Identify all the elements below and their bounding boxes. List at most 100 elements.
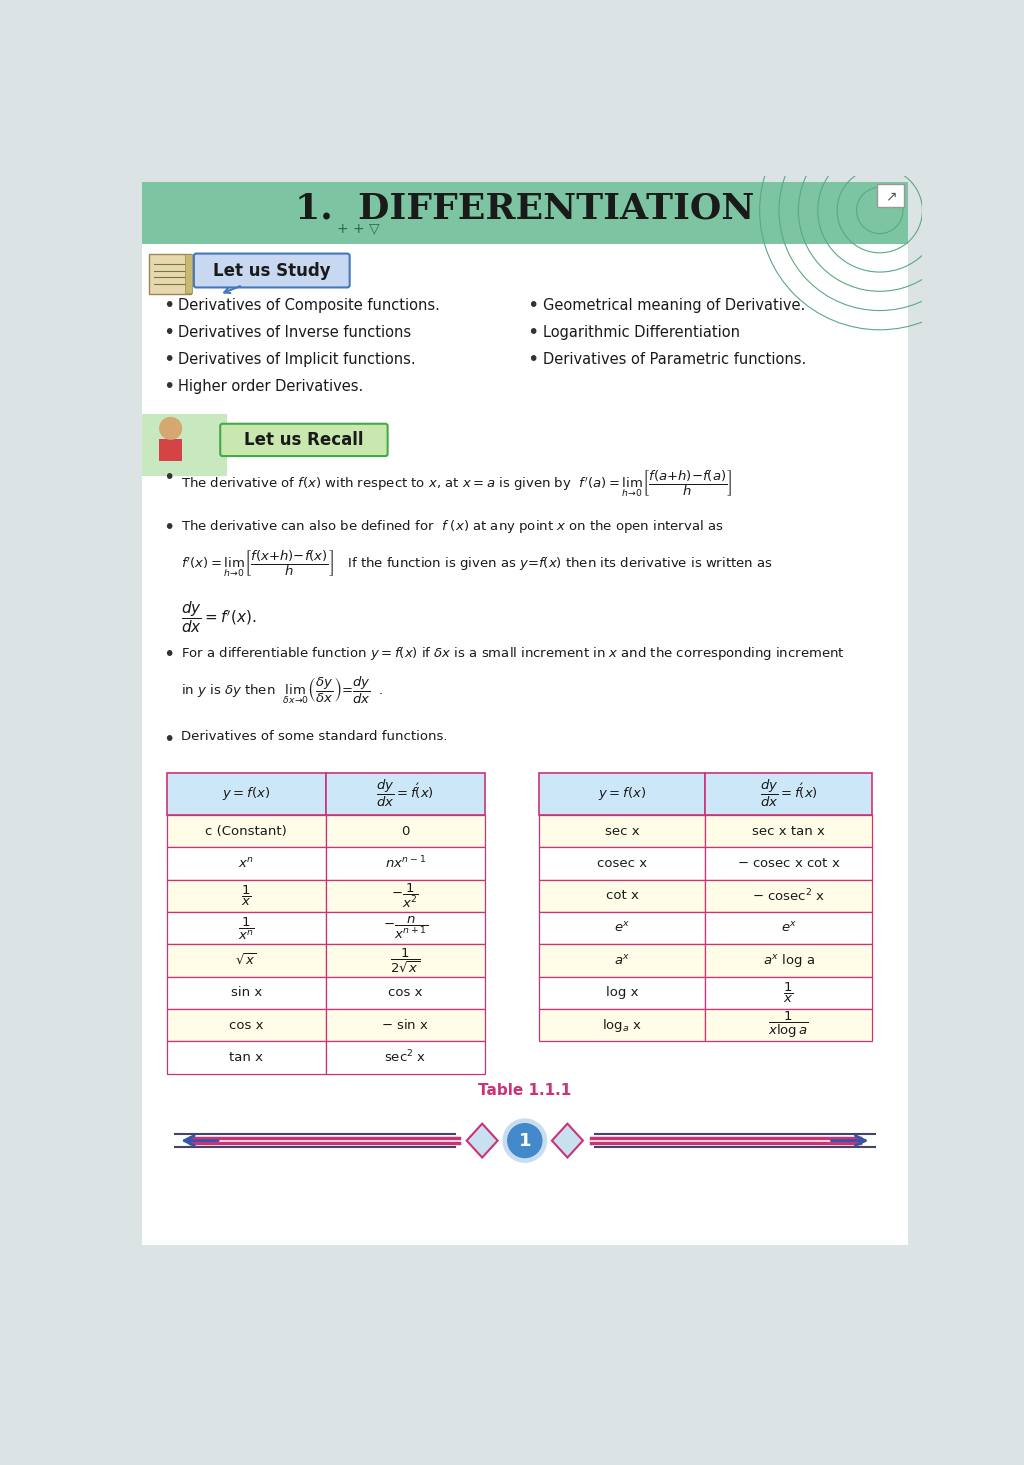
FancyBboxPatch shape xyxy=(167,1042,326,1074)
Text: Let us Recall: Let us Recall xyxy=(244,431,364,448)
Text: cosec x: cosec x xyxy=(597,857,647,870)
Text: $-$ cosec x cot x: $-$ cosec x cot x xyxy=(737,857,841,870)
Text: •: • xyxy=(163,296,174,315)
Text: •: • xyxy=(527,322,539,341)
Text: $e^x$: $e^x$ xyxy=(780,921,797,935)
FancyBboxPatch shape xyxy=(326,911,484,945)
Text: $\sqrt{x}$: $\sqrt{x}$ xyxy=(236,952,257,968)
Text: $a^x$: $a^x$ xyxy=(614,954,630,967)
Text: cos x: cos x xyxy=(388,986,422,999)
FancyBboxPatch shape xyxy=(539,1009,706,1042)
Text: •: • xyxy=(163,350,174,369)
Text: Derivatives of Composite functions.: Derivatives of Composite functions. xyxy=(178,297,440,312)
Text: •: • xyxy=(163,519,174,538)
FancyBboxPatch shape xyxy=(167,772,326,815)
Circle shape xyxy=(508,1124,542,1157)
FancyBboxPatch shape xyxy=(194,253,349,287)
Text: Let us Study: Let us Study xyxy=(213,262,330,280)
Text: log$_a$ x: log$_a$ x xyxy=(602,1017,642,1034)
Text: $\dfrac{1}{x}$: $\dfrac{1}{x}$ xyxy=(241,883,252,908)
FancyBboxPatch shape xyxy=(706,911,872,945)
FancyBboxPatch shape xyxy=(539,772,706,815)
Text: $e^x$: $e^x$ xyxy=(614,921,630,935)
FancyBboxPatch shape xyxy=(167,815,326,847)
Text: $\dfrac{dy}{dx} = f\'(x)$: $\dfrac{dy}{dx} = f\'(x)$ xyxy=(760,778,817,809)
Text: log x: log x xyxy=(606,986,638,999)
Text: •: • xyxy=(163,322,174,341)
FancyBboxPatch shape xyxy=(326,977,484,1009)
FancyBboxPatch shape xyxy=(539,911,706,945)
Text: Geometrical meaning of Derivative.: Geometrical meaning of Derivative. xyxy=(543,297,805,312)
FancyBboxPatch shape xyxy=(142,182,907,1245)
Text: •: • xyxy=(163,646,174,665)
Text: $\dfrac{1}{x^n}$: $\dfrac{1}{x^n}$ xyxy=(238,914,255,942)
FancyBboxPatch shape xyxy=(167,879,326,911)
Text: Table 1.1.1: Table 1.1.1 xyxy=(478,1083,571,1099)
Text: $\dfrac{1}{x \log a}$: $\dfrac{1}{x \log a}$ xyxy=(768,1009,809,1040)
Text: •: • xyxy=(163,377,174,396)
Text: •: • xyxy=(527,296,539,315)
Text: •: • xyxy=(163,730,174,749)
Text: sec$^2$ x: sec$^2$ x xyxy=(384,1049,426,1065)
FancyBboxPatch shape xyxy=(167,911,326,945)
Text: sec x tan x: sec x tan x xyxy=(753,825,825,838)
Text: $nx^{n-1}$: $nx^{n-1}$ xyxy=(385,856,426,872)
Circle shape xyxy=(503,1119,547,1162)
Text: $\dfrac{1}{x}$: $\dfrac{1}{x}$ xyxy=(783,980,794,1005)
FancyBboxPatch shape xyxy=(326,945,484,977)
Text: sin x: sin x xyxy=(230,986,262,999)
Text: $-$ sin x: $-$ sin x xyxy=(381,1018,429,1033)
Text: $-\dfrac{1}{x^2}$: $-\dfrac{1}{x^2}$ xyxy=(391,882,419,910)
Text: 0: 0 xyxy=(400,825,410,838)
Text: The derivative of $f(x)$ with respect to $x$, at $x=a$ is given by  $f'(a) = \li: The derivative of $f(x)$ with respect to… xyxy=(180,469,732,500)
FancyBboxPatch shape xyxy=(142,182,907,243)
FancyBboxPatch shape xyxy=(167,847,326,879)
Text: Derivatives of Implicit functions.: Derivatives of Implicit functions. xyxy=(178,352,416,366)
FancyBboxPatch shape xyxy=(706,847,872,879)
Text: $-\dfrac{n}{x^{n+1}}$: $-\dfrac{n}{x^{n+1}}$ xyxy=(383,916,428,941)
FancyBboxPatch shape xyxy=(539,977,706,1009)
Text: •: • xyxy=(163,469,174,488)
Text: Derivatives of Parametric functions.: Derivatives of Parametric functions. xyxy=(543,352,806,366)
Text: + + ▽: + + ▽ xyxy=(337,221,380,236)
Text: sec x: sec x xyxy=(605,825,639,838)
FancyBboxPatch shape xyxy=(220,423,388,456)
FancyBboxPatch shape xyxy=(878,185,904,208)
Circle shape xyxy=(160,418,181,440)
FancyBboxPatch shape xyxy=(148,253,190,293)
Text: $f'(x) = \lim_{h \to 0}\left[\dfrac{f(x+h)-f(x)}{h}\right]$   If the function is: $f'(x) = \lim_{h \to 0}\left[\dfrac{f(x+… xyxy=(180,548,772,579)
Polygon shape xyxy=(552,1124,583,1157)
FancyBboxPatch shape xyxy=(167,1009,326,1042)
Text: $x^n$: $x^n$ xyxy=(239,857,254,870)
Text: Derivatives of some standard functions.: Derivatives of some standard functions. xyxy=(180,730,447,743)
FancyBboxPatch shape xyxy=(326,847,484,879)
FancyBboxPatch shape xyxy=(326,772,484,815)
FancyBboxPatch shape xyxy=(706,815,872,847)
Text: $\dfrac{1}{2\sqrt{x}}$: $\dfrac{1}{2\sqrt{x}}$ xyxy=(390,946,420,974)
FancyBboxPatch shape xyxy=(167,945,326,977)
FancyBboxPatch shape xyxy=(539,815,706,847)
Text: tan x: tan x xyxy=(229,1050,263,1064)
Text: $-$ cosec$^2$ x: $-$ cosec$^2$ x xyxy=(753,888,825,904)
FancyBboxPatch shape xyxy=(706,772,872,815)
Text: Derivatives of Inverse functions: Derivatives of Inverse functions xyxy=(178,325,412,340)
FancyBboxPatch shape xyxy=(185,255,191,293)
FancyBboxPatch shape xyxy=(706,945,872,977)
FancyBboxPatch shape xyxy=(326,815,484,847)
Text: For a differentiable function $y = f(x)$ if $\delta x$ is a small increment in $: For a differentiable function $y = f(x)$… xyxy=(180,646,845,662)
Text: Logarithmic Differentiation: Logarithmic Differentiation xyxy=(543,325,739,340)
FancyBboxPatch shape xyxy=(706,1009,872,1042)
Text: Higher order Derivatives.: Higher order Derivatives. xyxy=(178,378,364,394)
FancyBboxPatch shape xyxy=(159,440,182,460)
Text: ↗: ↗ xyxy=(885,189,896,202)
Text: $\dfrac{dy}{dx} = f\'(x)$: $\dfrac{dy}{dx} = f\'(x)$ xyxy=(376,778,434,809)
Text: •: • xyxy=(527,350,539,369)
FancyBboxPatch shape xyxy=(539,879,706,911)
Text: The derivative can also be defined for  $f$ $(x)$ at any point $x$ on the open i: The derivative can also be defined for $… xyxy=(180,519,723,535)
Text: 1.  DIFFERENTIATION: 1. DIFFERENTIATION xyxy=(295,190,755,226)
Text: in $y$ is $\delta y$ then  $\lim_{\delta x \to 0}\left(\dfrac{\delta y}{\delta x: in $y$ is $\delta y$ then $\lim_{\delta … xyxy=(180,675,383,706)
Text: $y = f(x)$: $y = f(x)$ xyxy=(222,785,270,803)
FancyBboxPatch shape xyxy=(326,879,484,911)
FancyBboxPatch shape xyxy=(539,847,706,879)
Polygon shape xyxy=(467,1124,498,1157)
